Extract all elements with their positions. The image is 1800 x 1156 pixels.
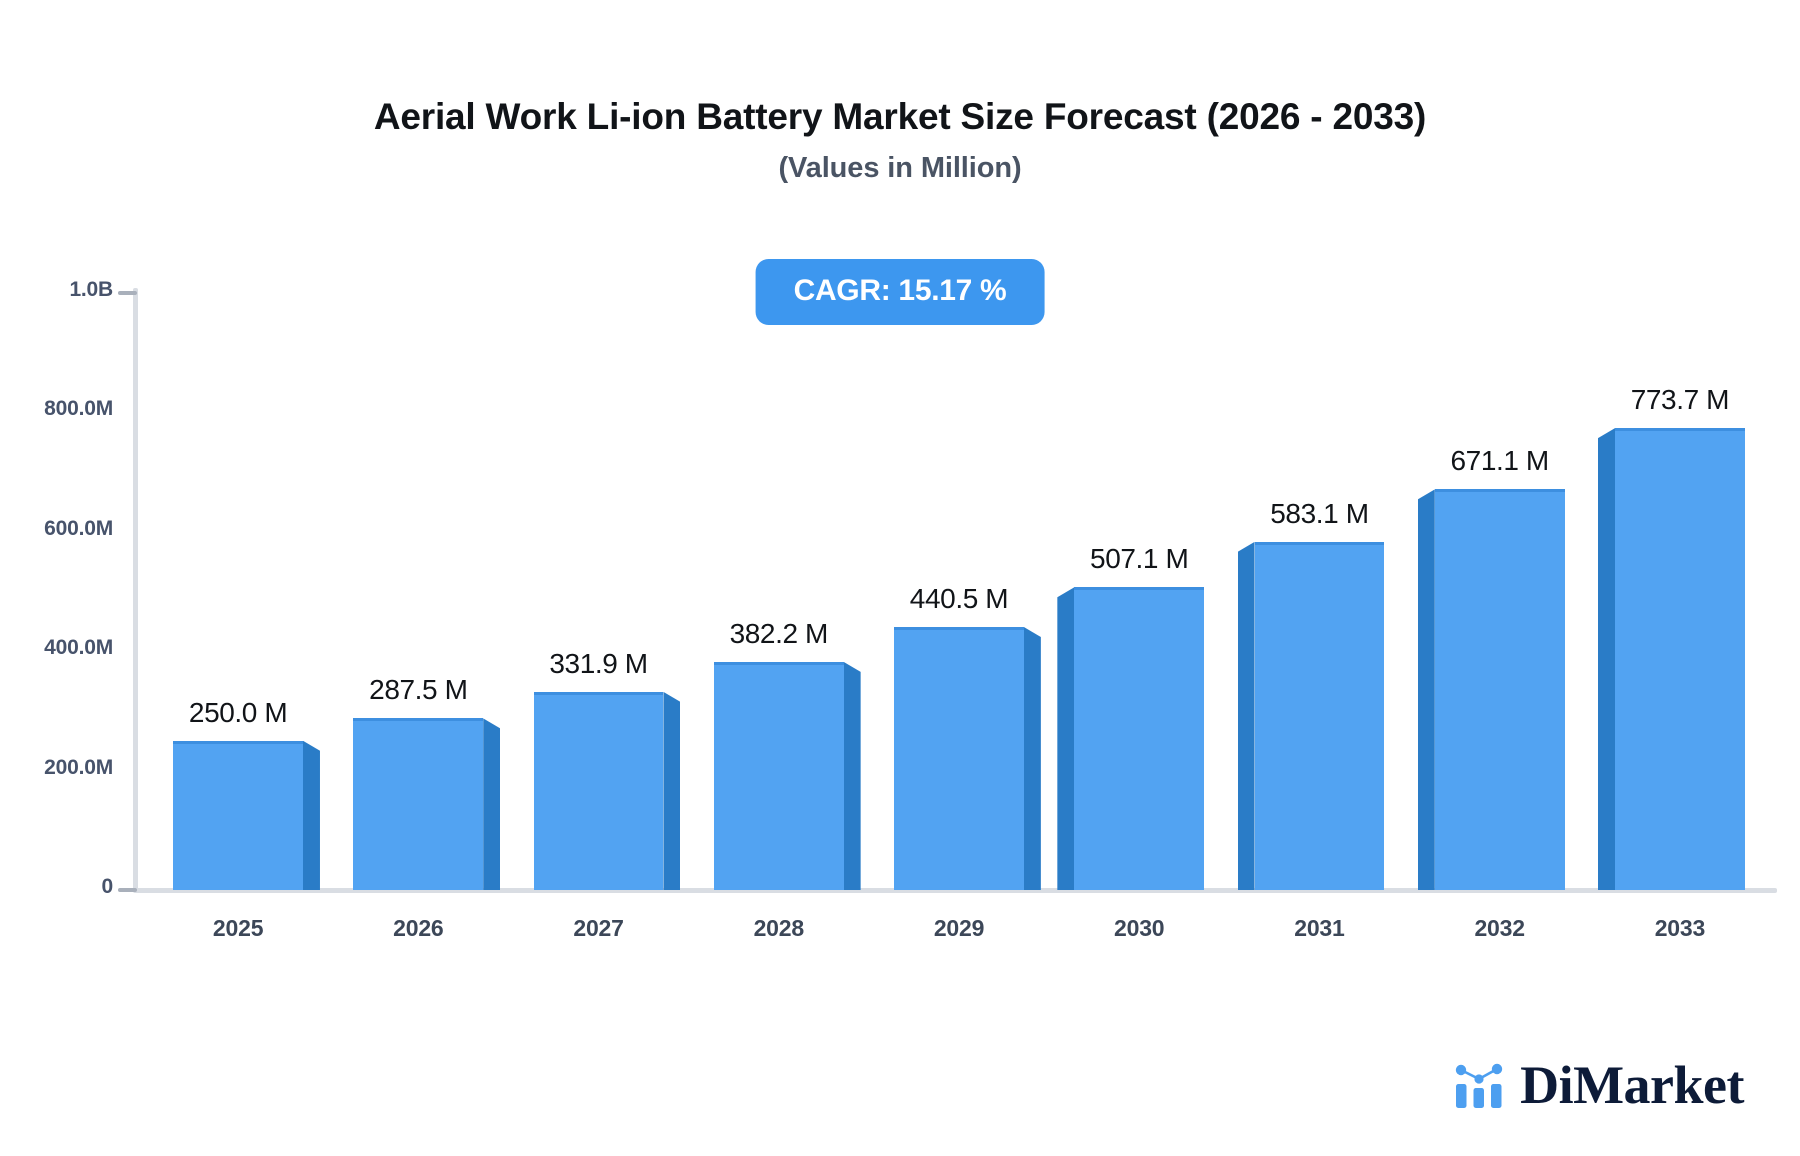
bar-2032[interactable]: 671.1 M [1417, 445, 1565, 890]
bar-value-label: 331.9 M [549, 647, 648, 679]
bar-2030[interactable]: 507.1 M [1057, 543, 1205, 890]
y-axis-tick-label: 400.0M [44, 636, 113, 660]
x-axis-tick-label: 2025 [212, 915, 264, 941]
x-axis-tick-label: 2030 [1114, 915, 1165, 941]
bar-side-face [302, 740, 320, 890]
bar-front-face [1434, 489, 1565, 890]
logo-wordmark: DiMarket [1520, 1055, 1744, 1115]
x-axis-tick-label: 2028 [753, 915, 805, 941]
bar-2029[interactable]: 440.5 M [894, 583, 1041, 890]
bar-side-face [1057, 587, 1075, 890]
x-axis-tick-label: 2032 [1474, 915, 1525, 941]
bar-2033[interactable]: 773.7 M [1598, 384, 1745, 890]
bar-front-face [533, 691, 664, 890]
bar-value-label: 507.1 M [1090, 543, 1189, 575]
cagr-badge: CAGR: 15.17 % [755, 259, 1045, 325]
bar-side-face [1417, 489, 1435, 890]
x-axis-tick-label: 2027 [573, 915, 624, 941]
bar-front-face [1254, 541, 1385, 890]
bar-side-face [1023, 627, 1041, 890]
dimarket-logo: DiMarket [1452, 1058, 1744, 1112]
y-axis-line [133, 288, 138, 892]
bar-front-face [713, 661, 844, 890]
bar-2031[interactable]: 583.1 M [1237, 498, 1385, 890]
bar-value-label: 440.5 M [909, 583, 1009, 615]
x-axis-tick-label: 2031 [1294, 915, 1345, 941]
bar-value-label: 773.7 M [1630, 384, 1730, 416]
y-axis-tick-label: 0 [101, 875, 114, 898]
bar-side-face [663, 691, 681, 890]
x-axis-tick-label: 2029 [933, 915, 985, 941]
bar-side-face [843, 661, 861, 890]
bar-2025[interactable]: 250.0 M [173, 697, 320, 890]
x-axis-line [133, 888, 1777, 893]
bar-value-label: 287.5 M [369, 674, 468, 706]
bar-front-face [1074, 587, 1205, 890]
bar-2026[interactable]: 287.5 M [353, 674, 501, 890]
y-axis-tick-label: 200.0M [44, 755, 113, 779]
x-axis-tick-label: 2026 [393, 915, 444, 941]
y-axis-tick-mark [118, 291, 137, 295]
y-axis-tick-mark [118, 888, 137, 892]
y-axis-tick-label: 600.0M [44, 516, 113, 540]
x-axis-tick-label: 2033 [1654, 915, 1706, 941]
bar-value-label: 671.1 M [1450, 445, 1549, 477]
bar-2027[interactable]: 331.9 M [533, 648, 681, 890]
bar-value-label: 382.2 M [729, 617, 829, 649]
bar-front-face [353, 718, 484, 890]
bar-value-label: 250.0 M [188, 696, 288, 728]
bar-side-face [1237, 541, 1255, 890]
bar-side-face [483, 718, 501, 890]
bar-front-face [894, 627, 1024, 890]
y-axis-tick-label: 1.0B [69, 278, 113, 301]
bar-2028[interactable]: 382.2 M [713, 618, 861, 890]
bar-front-face [173, 740, 303, 890]
bar-front-face [1615, 428, 1745, 890]
bar-side-face [1598, 428, 1615, 890]
bar-value-label: 583.1 M [1270, 497, 1369, 529]
y-axis-tick-label: 800.0M [44, 397, 113, 421]
bar-chart-trend-icon [1452, 1060, 1506, 1110]
